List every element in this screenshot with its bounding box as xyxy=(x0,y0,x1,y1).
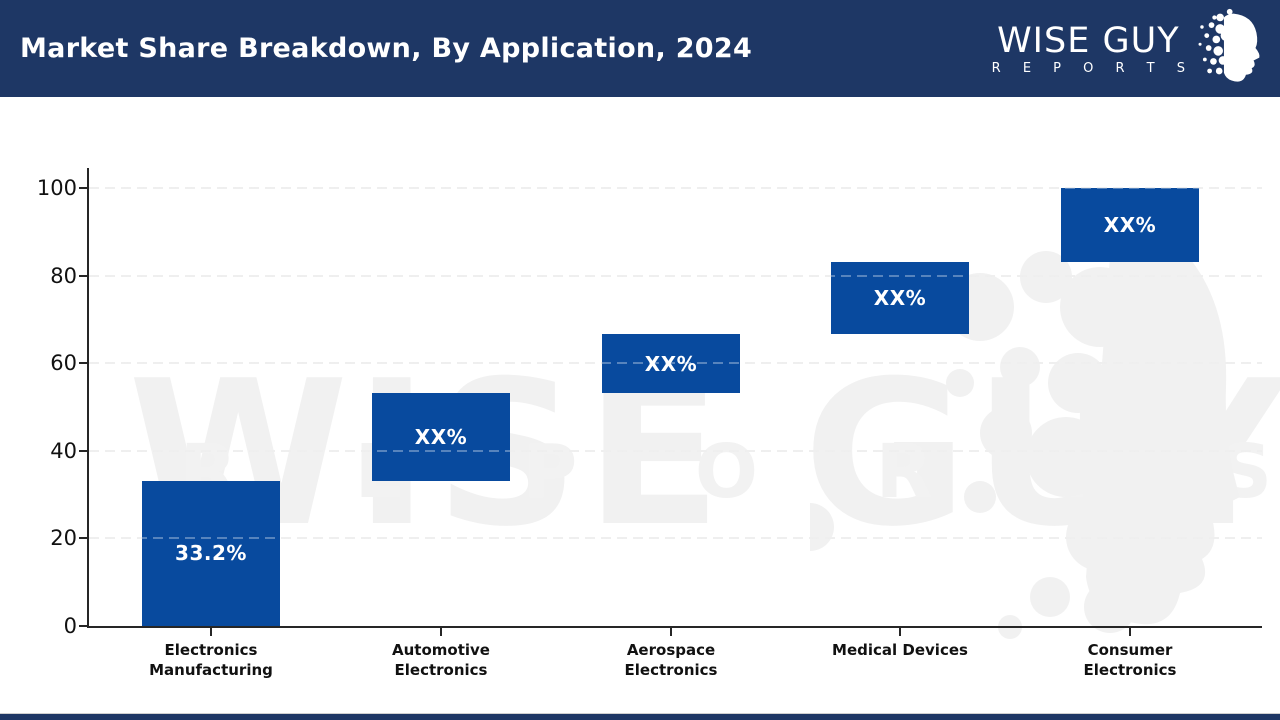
bar-value-label: XX% xyxy=(644,351,698,376)
x-tick-label: Electronics Manufacturing xyxy=(149,641,273,679)
x-tick-label: Automotive Electronics xyxy=(392,641,490,679)
x-tick-label: Aerospace Electronics xyxy=(624,641,718,679)
gridline-overlay xyxy=(89,187,1262,189)
waterfall-bar xyxy=(831,262,969,335)
watermark-face-icon xyxy=(810,217,1240,639)
y-tick-mark xyxy=(79,362,87,365)
y-tick-mark xyxy=(79,625,87,627)
y-tick-label: 80 xyxy=(50,263,77,288)
x-axis-line xyxy=(87,626,1262,628)
y-tick-label: 60 xyxy=(50,351,77,376)
y-tick-label: 40 xyxy=(50,438,77,463)
logo-text: WISE GUY R E P O R T S xyxy=(983,23,1194,76)
chart-area: WISE GUY R E P O R T S 0 20 40 60 80 100 33.2%… xyxy=(0,97,1280,714)
chart-title: Market Share Breakdown, By Application, … xyxy=(20,33,753,64)
y-tick-mark xyxy=(79,187,87,189)
y-axis-line xyxy=(87,168,89,628)
y-tick-mark xyxy=(79,537,87,540)
footer-bar xyxy=(0,713,1280,720)
gridline xyxy=(89,274,1262,277)
gridline xyxy=(89,537,1262,540)
waterfall-bar xyxy=(602,334,740,393)
x-tick-label: Consumer Electronics xyxy=(1083,641,1177,679)
y-tick-label: 20 xyxy=(50,526,77,551)
gridline xyxy=(89,449,1262,452)
y-tick-label: 100 xyxy=(36,176,77,200)
y-tick-mark xyxy=(79,449,87,452)
x-tick-label: Medical Devices xyxy=(832,641,968,659)
logo-wordmark: WISE GUY xyxy=(997,20,1180,61)
wise-guy-reports-logo: WISE GUY R E P O R T S xyxy=(983,6,1266,92)
waterfall-bar xyxy=(142,480,280,626)
bar-value-label: 33.2% xyxy=(175,541,247,566)
x-tick-mark xyxy=(1129,628,1131,636)
y-tick-label: 0 xyxy=(63,614,77,638)
gridline-overlay xyxy=(89,537,1262,540)
y-tick-mark xyxy=(79,274,87,277)
logo-face-icon xyxy=(1198,8,1260,82)
x-tick-mark xyxy=(210,628,212,636)
plot-region: 0 20 40 60 80 100 33.2% Electronics Manufacturi… xyxy=(0,97,1280,714)
waterfall-bar xyxy=(372,392,510,481)
bar-value-label: XX% xyxy=(873,286,927,311)
gridline-overlay xyxy=(89,362,1262,365)
waterfall-bar xyxy=(1061,188,1199,263)
bar-value-label: XX% xyxy=(414,424,468,449)
x-tick-mark xyxy=(670,628,672,636)
gridline-overlay xyxy=(89,274,1262,277)
gridline-overlay xyxy=(89,449,1262,452)
x-tick-mark xyxy=(899,628,901,636)
header-bar: Market Share Breakdown, By Application, … xyxy=(0,0,1280,97)
logo-subtitle: R E P O R T S xyxy=(991,60,1194,76)
x-tick-mark xyxy=(440,628,442,636)
gridline xyxy=(89,187,1262,189)
bar-value-label: XX% xyxy=(1103,213,1157,237)
